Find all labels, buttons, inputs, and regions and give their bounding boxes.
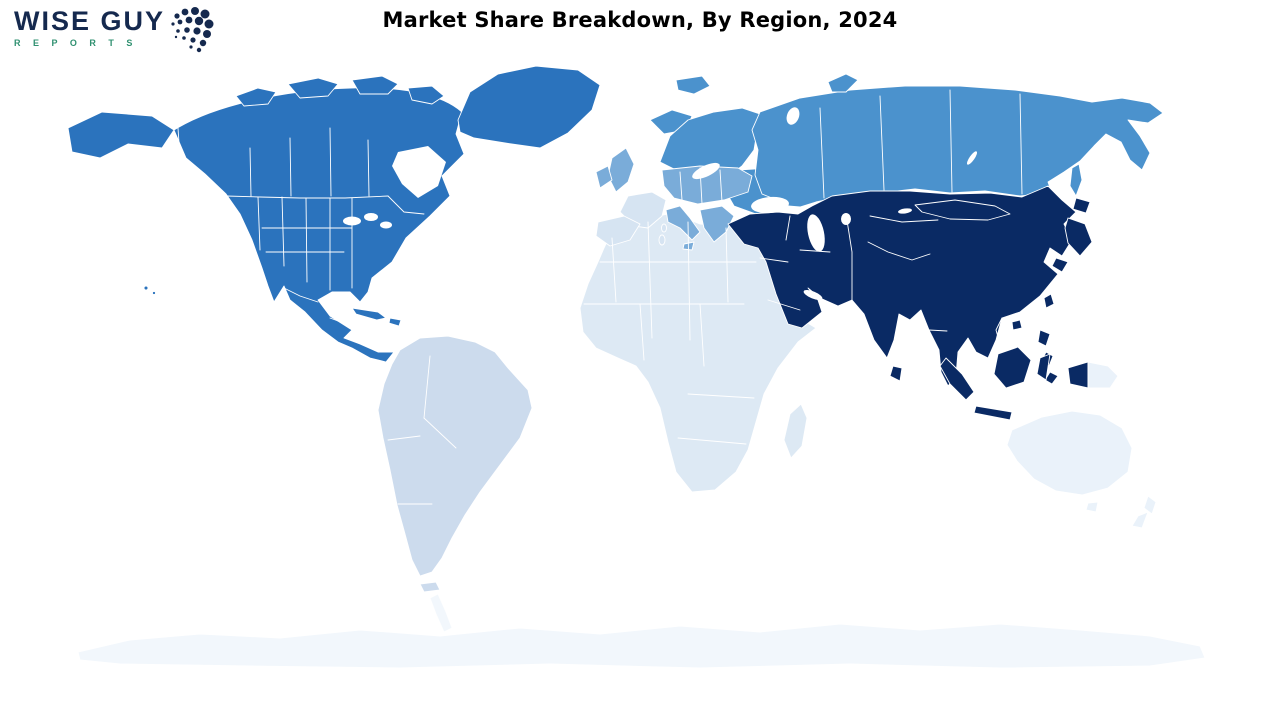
logo-wordmark: WISE GUY: [14, 6, 166, 36]
great-lake: [364, 213, 378, 221]
region-ireland: [595, 165, 613, 189]
region-hispaniola: [388, 317, 402, 327]
region-arctic-island: [351, 75, 399, 95]
baltic-sea: [692, 162, 720, 180]
region-new-zealand-south: [1131, 511, 1149, 529]
region-arctic-island: [407, 85, 445, 105]
region-tierra-del-fuego: [419, 581, 441, 593]
region-tasmania: [1085, 501, 1099, 513]
region-sulawesi: [1036, 353, 1051, 381]
region-italy: [665, 205, 701, 241]
region-kyushu: [1051, 257, 1069, 273]
group-water-bodies: [343, 107, 978, 300]
great-lake: [380, 221, 392, 229]
region-java: [973, 405, 1013, 421]
region-philippines: [1037, 329, 1051, 347]
region-france: [619, 191, 667, 229]
hudson-bay: [392, 146, 446, 198]
black-sea: [751, 196, 789, 214]
logo-text-block: WISE GUY R E P O R T S: [14, 6, 166, 49]
caspian-sea: [807, 214, 825, 252]
region-hokkaido: [1072, 197, 1091, 214]
region-iberia: [595, 215, 641, 247]
region-svalbard: [675, 75, 711, 95]
region-honshu: [1064, 217, 1093, 257]
group-antarctica: [77, 593, 1206, 669]
region-arctic-island: [287, 77, 339, 99]
region-hawaii: [151, 290, 157, 296]
region-new-guinea-east: [1087, 361, 1119, 389]
region-antarctica: [77, 623, 1206, 669]
white-sea: [786, 107, 800, 125]
region-arctic-island: [235, 87, 277, 107]
region-antarctic-peninsula: [429, 593, 453, 633]
group-asia-pacific: [727, 185, 1093, 421]
region-sakhalin: [1069, 163, 1083, 197]
region-alaska: [67, 111, 175, 159]
region-cuba: [351, 307, 387, 321]
region-sumatra: [939, 357, 975, 401]
region-russia: [751, 85, 1164, 208]
region-novaya-zemlya: [827, 73, 859, 93]
region-sri-lanka: [889, 365, 903, 382]
region-uk: [607, 147, 635, 193]
group-europe-west: [595, 191, 667, 247]
page-title: Market Share Breakdown, By Region, 2024: [382, 8, 898, 32]
wiseguy-logo: WISE GUY R E P O R T S: [14, 6, 219, 56]
group-europe-central: [595, 147, 753, 251]
region-australia: [1006, 410, 1133, 496]
region-taiwan: [1043, 293, 1055, 309]
region-greenland: [457, 65, 601, 149]
group-south-america: [377, 335, 533, 593]
region-new-zealand-north: [1143, 495, 1157, 515]
country-borders: [177, 89, 1023, 505]
region-new-guinea-west: [1067, 361, 1089, 389]
region-corsica: [661, 223, 667, 233]
lake-baikal: [966, 151, 978, 165]
group-north-america: [67, 65, 601, 363]
region-sardinia: [658, 234, 666, 246]
region-hawaii: [143, 285, 149, 291]
region-south-america: [377, 335, 533, 577]
head-dots-icon: [171, 7, 214, 53]
group-russia-cis: [649, 73, 1164, 215]
group-oceania: [1006, 361, 1157, 529]
persian-gulf: [803, 290, 823, 300]
logo-subtext: R E P O R T S: [14, 38, 138, 48]
aral-sea: [841, 213, 851, 225]
region-hainan: [1011, 319, 1023, 331]
region-madagascar: [783, 403, 808, 459]
lake-balkhash: [898, 208, 912, 214]
region-north-america-mainland: [173, 87, 465, 363]
region-borneo: [993, 346, 1032, 389]
